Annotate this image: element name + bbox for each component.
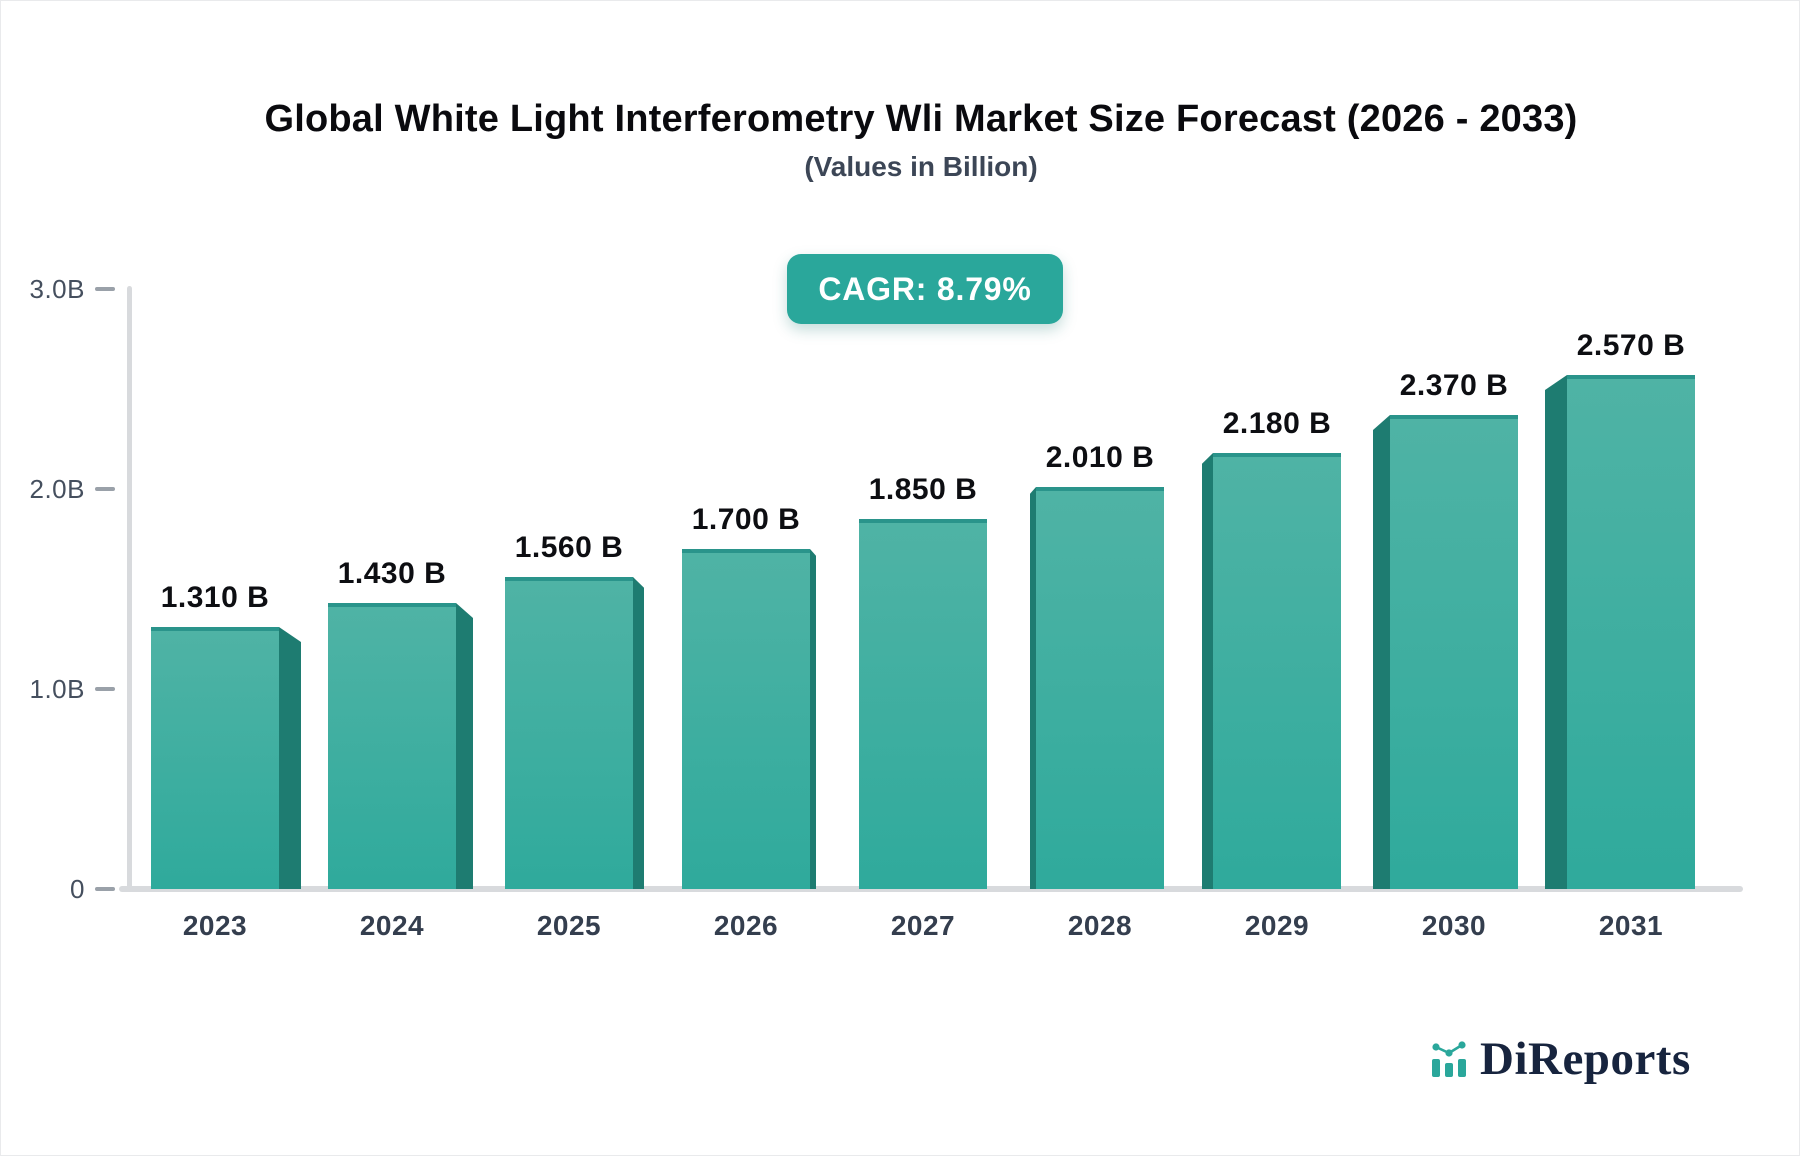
bar-side-panel-2028 bbox=[1030, 487, 1036, 889]
x-axis-line bbox=[119, 886, 1743, 892]
bar-side-panel-2030 bbox=[1373, 415, 1390, 889]
bar-value-label-2031: 2.570 B bbox=[1576, 329, 1686, 362]
bar-2027 bbox=[859, 519, 987, 889]
bar-chart-line-icon bbox=[1432, 1041, 1466, 1077]
bar-value-label-2026: 1.700 B bbox=[691, 503, 801, 536]
chart-header: Global White Light Interferometry Wli Ma… bbox=[41, 1, 1799, 184]
bar-2029 bbox=[1213, 453, 1341, 889]
bar-2031 bbox=[1567, 375, 1695, 889]
bar-side-panel-2025 bbox=[633, 577, 644, 889]
y-axis-label: 0 bbox=[70, 874, 85, 904]
bar-2026 bbox=[682, 549, 810, 889]
x-axis-label-2026: 2026 bbox=[713, 910, 779, 941]
y-axis-tick bbox=[95, 687, 115, 691]
logo-text: DiReports bbox=[1480, 1033, 1691, 1085]
bar-2024 bbox=[328, 603, 456, 889]
bar-2025 bbox=[505, 577, 633, 889]
bar-2030 bbox=[1390, 415, 1518, 889]
bar-side-panel-2023 bbox=[279, 627, 301, 889]
bar-side-panel-2026 bbox=[810, 549, 816, 889]
y-axis-label: 3.0B bbox=[29, 274, 85, 304]
bar-value-label-2029: 2.180 B bbox=[1222, 407, 1332, 440]
bar-2023 bbox=[151, 627, 279, 889]
bar-value-label-2023: 1.310 B bbox=[160, 581, 270, 614]
direports-logo: DiReports bbox=[1429, 1033, 1691, 1085]
y-axis-line bbox=[127, 286, 132, 889]
bar-side-panel-2029 bbox=[1202, 453, 1213, 889]
bar-2028 bbox=[1036, 487, 1164, 889]
chart-title: Global White Light Interferometry Wli Ma… bbox=[264, 98, 1578, 140]
bar-value-label-2025: 1.560 B bbox=[514, 531, 624, 564]
x-axis-label-2029: 2029 bbox=[1244, 910, 1310, 941]
chart-subtitle: (Values in Billion) bbox=[804, 151, 1038, 182]
x-axis-label-2027: 2027 bbox=[890, 910, 956, 941]
x-axis-label-2023: 2023 bbox=[182, 910, 248, 941]
y-axis-label: 1.0B bbox=[29, 674, 85, 704]
bar-value-label-2028: 2.010 B bbox=[1045, 441, 1155, 474]
y-axis-tick bbox=[95, 887, 115, 891]
bar-value-label-2030: 2.370 B bbox=[1399, 369, 1509, 402]
cagr-badge: CAGR: 8.79% bbox=[787, 254, 1063, 324]
bar-side-panel-2031 bbox=[1545, 375, 1567, 889]
y-axis-tick bbox=[95, 487, 115, 491]
x-axis-label-2024: 2024 bbox=[359, 910, 425, 941]
bar-value-label-2027: 1.850 B bbox=[868, 473, 978, 506]
y-axis-tick bbox=[95, 287, 115, 291]
x-axis-label-2025: 2025 bbox=[536, 910, 602, 941]
x-axis-label-2028: 2028 bbox=[1067, 910, 1133, 941]
x-axis-label-2031: 2031 bbox=[1598, 910, 1664, 941]
x-axis-label-2030: 2030 bbox=[1421, 910, 1487, 941]
cagr-badge-label: CAGR: 8.79% bbox=[818, 270, 1032, 307]
y-axis-label: 2.0B bbox=[29, 474, 85, 504]
bar-side-panel-2024 bbox=[456, 603, 473, 889]
bar-value-label-2024: 1.430 B bbox=[337, 557, 447, 590]
